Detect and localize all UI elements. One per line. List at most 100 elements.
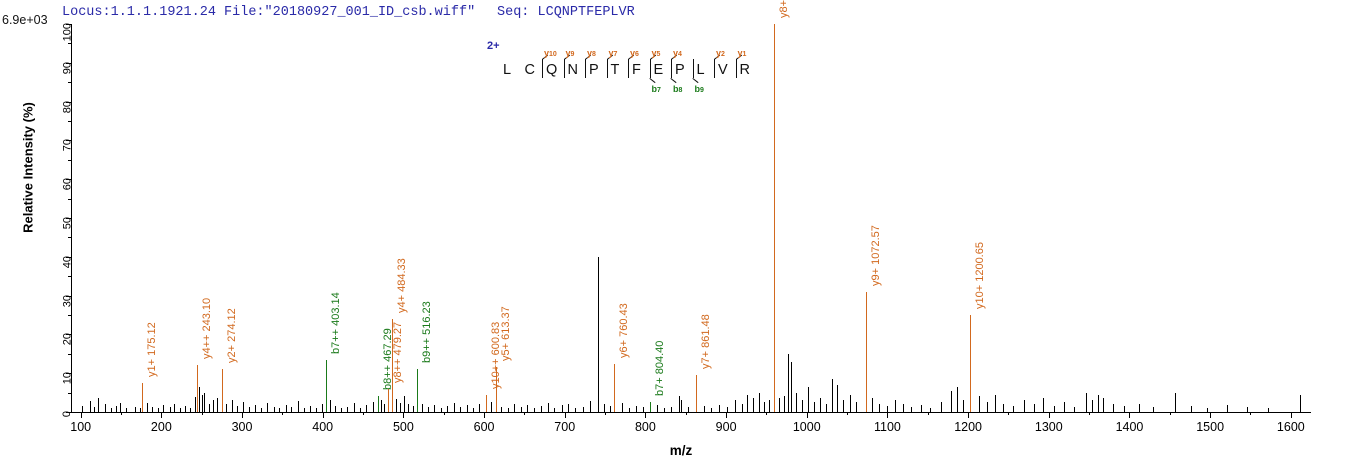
x-minor-tick (685, 412, 687, 415)
sequence-residue: N (567, 62, 578, 78)
x-tick-mark (484, 412, 486, 418)
x-tick-mark (1048, 412, 1050, 418)
spectrum-peak (260, 408, 262, 412)
precursor-charge-label: 2+ (487, 40, 500, 52)
peak-label: y5+ 613.37 (499, 306, 512, 362)
annotated-peak (614, 363, 616, 412)
y-tick-mark (66, 256, 71, 258)
annotated-peak (495, 367, 497, 412)
peak-label: y2+ 274.12 (226, 308, 239, 364)
annotated-peak (866, 291, 868, 412)
spectrum-peak (427, 407, 429, 412)
spectrum-peak (255, 405, 257, 412)
spectrum-peak (93, 407, 95, 412)
spectrum-peak (422, 404, 424, 412)
spectrum-peak (819, 398, 821, 412)
spectrum-peak (501, 406, 503, 412)
spectrum-peak (727, 407, 729, 412)
spectrum-peak (849, 394, 851, 412)
spectrum-peak (330, 400, 332, 412)
spectrum-peak (126, 407, 128, 412)
spectrum-peak (217, 398, 219, 412)
spectrum-peak (962, 400, 964, 412)
spectrum-peak (273, 406, 275, 412)
b-ion-label: b8 (673, 84, 683, 94)
spectrum-peak (82, 406, 84, 412)
y-ion-label: y2 (716, 48, 725, 58)
y-tick-mark (66, 62, 71, 64)
sequence-header: Seq: LCQNPTFEPLVR (497, 5, 635, 20)
spectrum-peak (116, 405, 118, 412)
spectrum-peak (267, 403, 269, 412)
annotated-peak (417, 369, 419, 412)
x-tick-mark (80, 412, 82, 418)
x-minor-tick (766, 412, 768, 415)
spectrum-peak (151, 406, 153, 412)
spectrum-peak (678, 396, 680, 412)
spectrum-peak (303, 408, 305, 412)
sequence-residue: L (696, 62, 705, 78)
x-tick-label: 1100 (873, 420, 901, 434)
spectrum-peak (309, 406, 311, 412)
annotated-peak (649, 402, 651, 412)
fragment-cleavage-bar (606, 59, 608, 78)
x-tick-label: 1600 (1276, 420, 1305, 434)
fragment-tick (691, 78, 699, 84)
spectrum-peak (134, 406, 136, 412)
sequence-residue: V (718, 62, 728, 78)
annotated-peak (969, 315, 971, 412)
b-ion-label: b9 (694, 84, 704, 94)
peak-label: b7+ 804.40 (653, 340, 666, 397)
x-axis-title: m/z (669, 443, 693, 458)
spectrum-peak (279, 408, 281, 412)
spectrum-peak (413, 406, 415, 412)
spectrum-peak (735, 400, 737, 412)
spectrum-peak (547, 403, 549, 412)
spectrum-peak (1053, 406, 1055, 412)
x-tick-label: 800 (634, 420, 656, 434)
spectrum-peak (226, 404, 228, 412)
spectrum-peak (110, 408, 112, 412)
spectrum-peak (243, 401, 245, 412)
peak-label: y6+ 760.43 (618, 302, 631, 358)
spectrum-peak (1267, 408, 1269, 412)
x-tick-mark (806, 412, 808, 418)
x-tick-mark (322, 412, 324, 418)
x-tick-label: 500 (392, 420, 414, 434)
peak-label: y9+ 1072.57 (870, 224, 883, 286)
annotated-peak (391, 318, 393, 412)
y-ion-label: y6 (630, 48, 639, 58)
spectrum-peak (778, 398, 780, 412)
x-minor-tick (121, 412, 123, 415)
y-tick-mark (66, 179, 71, 181)
spectrum-peak (872, 398, 874, 412)
spectrum-peak (403, 396, 405, 412)
y-minor-tick (68, 392, 71, 394)
spectrum-peak (764, 402, 766, 412)
spectrum-peak (249, 407, 251, 412)
spectrum-peak (1112, 404, 1114, 412)
sequence-residue: P (675, 62, 685, 78)
spectrum-peak (688, 407, 690, 412)
spectrum-peak (1023, 400, 1025, 412)
spectrum-peak (1091, 400, 1093, 412)
spectrum-peak (825, 404, 827, 412)
x-minor-tick (847, 412, 849, 415)
peak-label: b9++ 516.23 (421, 301, 434, 364)
spectrum-peak (747, 394, 749, 412)
spectrum-peak (664, 408, 666, 412)
spectrum-peak (741, 404, 743, 412)
spectrum-peak (139, 408, 141, 412)
spectrum-peak (353, 403, 355, 412)
y-minor-tick (68, 198, 71, 200)
spectrum-peak (527, 405, 529, 412)
y-ion-label: y8 (587, 48, 596, 58)
y-minor-tick (68, 159, 71, 161)
peak-label: y4+ 484.33 (395, 258, 408, 313)
spectrum-peak (372, 402, 374, 412)
x-minor-tick (1169, 412, 1171, 415)
spectrum-peak (479, 403, 481, 412)
annotated-peak (197, 365, 199, 412)
x-tick-label: 400 (312, 420, 334, 434)
spectrum-peak (582, 406, 584, 412)
